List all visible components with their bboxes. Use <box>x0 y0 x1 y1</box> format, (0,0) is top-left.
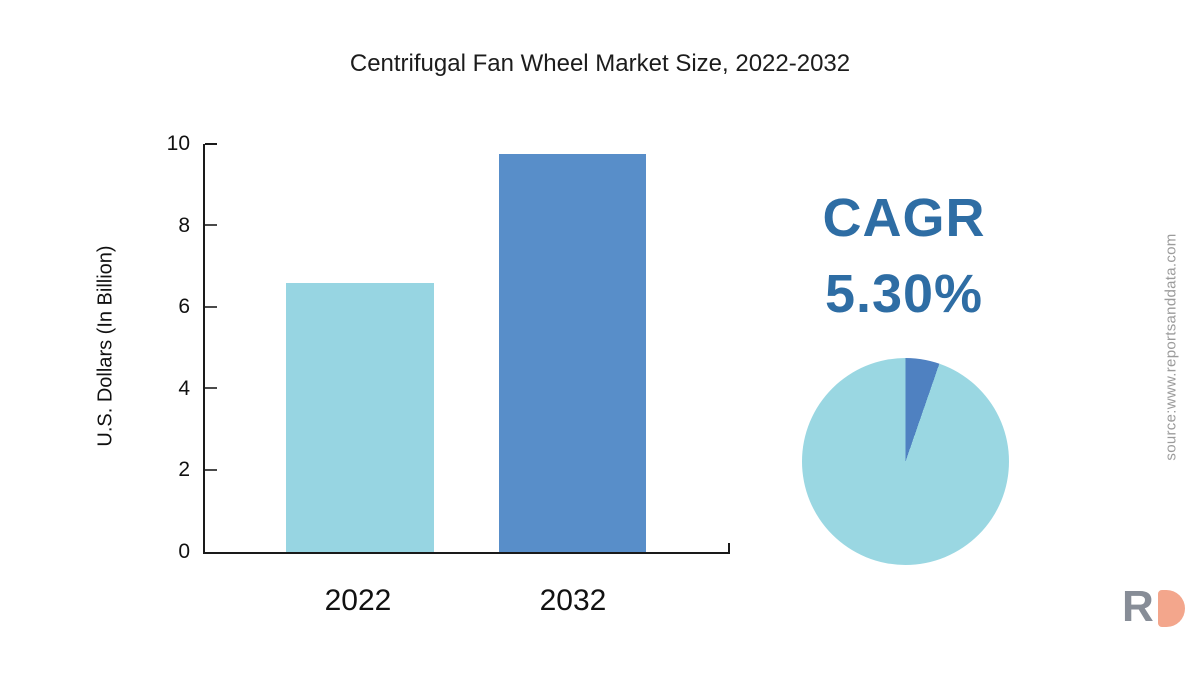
y-tick-label-0: 0 <box>178 540 190 563</box>
y-tick-label-2: 2 <box>178 458 190 481</box>
y-tick-label-6: 6 <box>178 295 190 318</box>
chart-title: Centrifugal Fan Wheel Market Size, 2022-… <box>349 50 851 77</box>
y-tick-label-10: 10 <box>166 132 190 155</box>
y-tick-label-8: 8 <box>178 214 190 237</box>
y-axis-tick-mark <box>205 224 217 226</box>
cagr-callout: CAGR 5.30% <box>823 180 986 332</box>
cagr-value: 5.30% <box>824 264 984 324</box>
x-axis-end-tick-mark <box>728 543 730 552</box>
y-axis-title: U.S. Dollars (In Billion) <box>94 245 117 447</box>
y-axis-tick-labels: 10 8 6 4 2 0 <box>124 132 190 563</box>
logo-d-shape <box>1158 590 1185 627</box>
x-axis-label-2022: 2022 <box>324 584 392 617</box>
y-axis-tick-mark <box>205 306 217 308</box>
y-axis-tick-mark <box>205 469 217 471</box>
bar-2022 <box>286 282 434 552</box>
cagr-label: CAGR <box>822 188 986 248</box>
x-axis-label-2032: 2032 <box>539 584 607 617</box>
source-watermark: source:www.reportsanddata.com <box>1162 233 1180 461</box>
brand-logo: R <box>1122 582 1197 638</box>
y-axis-tick-mark <box>205 143 217 145</box>
bar-chart-plot-area <box>203 143 730 554</box>
logo-letter-r: R <box>1122 582 1154 631</box>
y-axis-tick-mark <box>205 387 217 389</box>
bar-2032 <box>499 154 646 552</box>
pie-chart <box>802 358 1009 565</box>
y-tick-label-4: 4 <box>178 377 190 400</box>
